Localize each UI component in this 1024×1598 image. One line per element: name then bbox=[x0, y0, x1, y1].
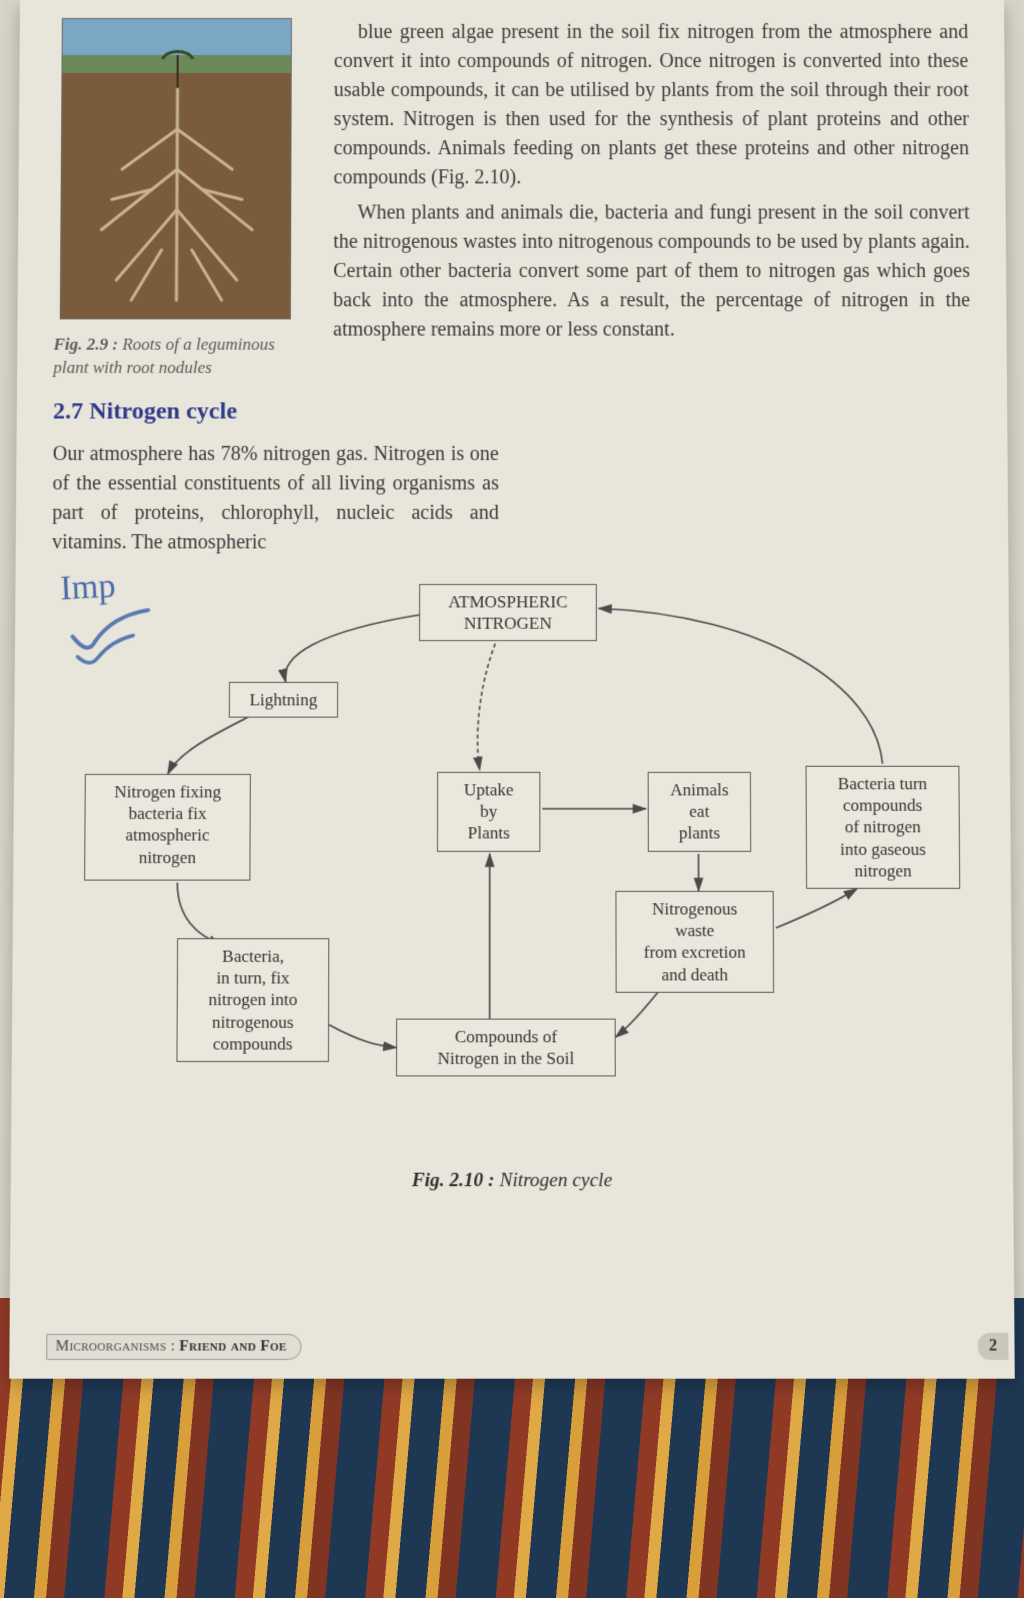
para-right-2: When plants and animals die, bacteria an… bbox=[333, 199, 970, 345]
fig210-caption: Fig. 2.10 : Nitrogen cycle bbox=[47, 1169, 976, 1192]
node-compounds: Compounds ofNitrogen in the Soil bbox=[396, 1018, 616, 1076]
chapter-name: Microorganisms : bbox=[55, 1338, 179, 1355]
node-uptake: UptakebyPlants bbox=[437, 772, 540, 852]
fig210-label: Fig. 2.10 : bbox=[412, 1169, 495, 1191]
right-spacer bbox=[525, 440, 972, 558]
chapter-footer: Microorganisms : Friend and Foe bbox=[46, 1334, 302, 1360]
root-illustration bbox=[60, 18, 292, 319]
top-row: Fig. 2.9 : Roots of a leguminous plant w… bbox=[53, 18, 971, 436]
chapter-em: Friend and Foe bbox=[179, 1338, 287, 1355]
right-column-text: blue green algae present in the soil fix… bbox=[333, 18, 971, 436]
node-atm: ATMOSPHERICNITROGEN bbox=[419, 584, 597, 642]
node-animals: Animalseatplants bbox=[648, 772, 752, 852]
figure-2-9: Fig. 2.9 : Roots of a leguminous plant w… bbox=[53, 18, 306, 436]
node-bacgas: Bacteria turncompoundsof nitrogeninto ga… bbox=[806, 766, 961, 889]
page-number: 2 bbox=[978, 1333, 1009, 1360]
nitrogen-cycle-diagram: ATMOSPHERICNITROGEN Lightning Nitrogen fix… bbox=[54, 584, 971, 1159]
node-waste: Nitrogenouswastefrom excretionand death bbox=[615, 891, 774, 993]
lower-text: Our atmosphere has 78% nitrogen gas. Nit… bbox=[52, 440, 972, 558]
left-para: Our atmosphere has 78% nitrogen gas. Nit… bbox=[52, 440, 499, 558]
fig210-text: Nitrogen cycle bbox=[499, 1169, 612, 1191]
node-lightning: Lightning bbox=[229, 682, 338, 718]
root-svg bbox=[61, 19, 293, 320]
node-nfix: Nitrogen fixingbacteria fixatmosphericni… bbox=[84, 774, 251, 881]
node-bturn: Bacteria,in turn, fixnitrogen intonitrog… bbox=[176, 938, 329, 1062]
fig29-caption: Fig. 2.9 : Roots of a leguminous plant w… bbox=[53, 334, 305, 380]
para-right-1: blue green algae present in the soil fix… bbox=[333, 18, 969, 192]
fig29-label: Fig. 2.9 : bbox=[53, 335, 118, 354]
textbook-page: Fig. 2.9 : Roots of a leguminous plant w… bbox=[9, 0, 1015, 1379]
section-heading: 2.7 Nitrogen cycle bbox=[53, 398, 305, 425]
